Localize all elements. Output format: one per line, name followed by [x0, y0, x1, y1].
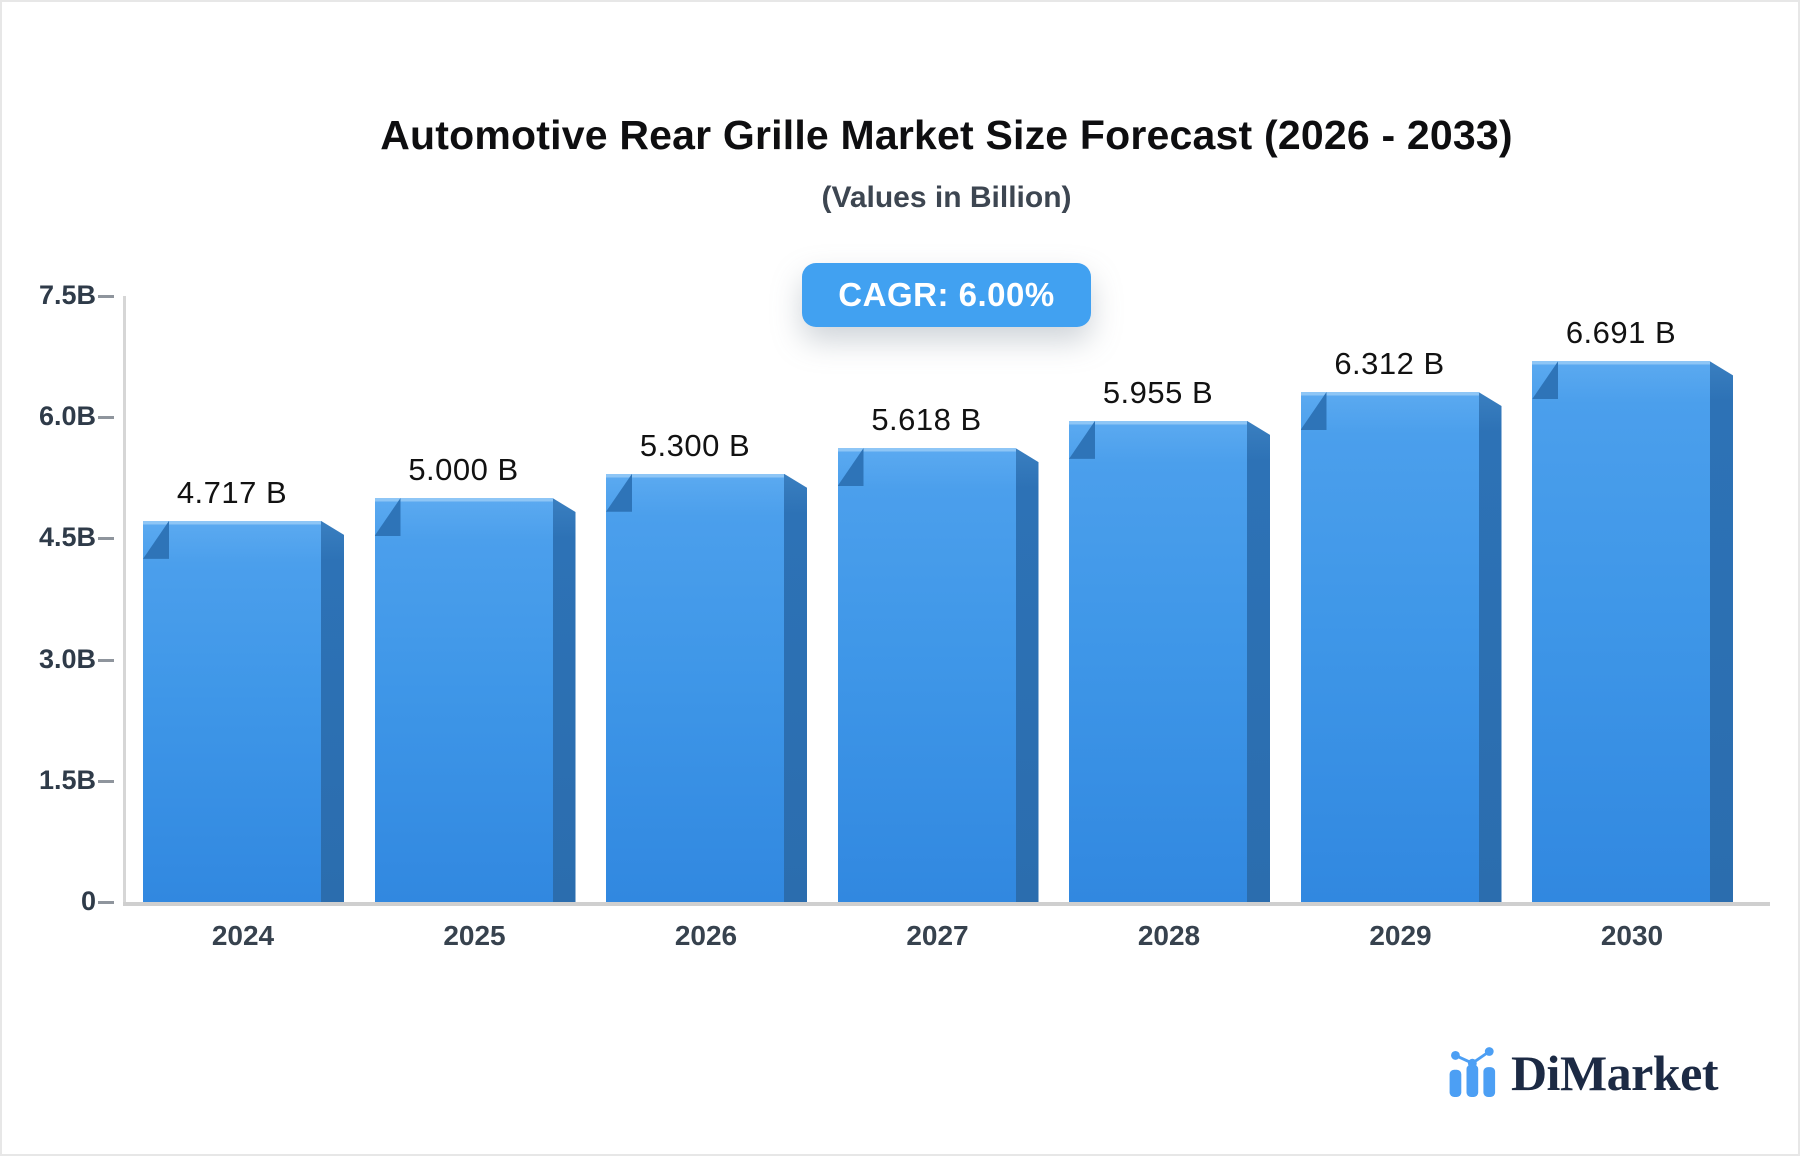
- bar-value-label: 6.691 B: [1565, 315, 1677, 351]
- bar-2024: [143, 520, 344, 902]
- bar-value-label: 5.300 B: [639, 427, 751, 463]
- bar-face: [1069, 420, 1247, 902]
- y-axis-line: [123, 296, 126, 906]
- bar-face: [143, 520, 321, 902]
- bar-2025: [374, 498, 576, 902]
- bar-2026: [606, 473, 807, 902]
- chart-header: Automotive Rear Grille Market Size Forec…: [125, 0, 1768, 215]
- x-axis-line: [123, 902, 1770, 906]
- y-tick-mark: [98, 658, 114, 662]
- bar-2028: [1069, 420, 1270, 902]
- bar-2030: [1532, 361, 1733, 902]
- bar-face: [374, 498, 553, 902]
- bar-side-face: [321, 520, 344, 902]
- bar-2029: [1300, 391, 1502, 902]
- y-tick-mark: [98, 537, 114, 541]
- y-tick-label: 7.5B: [38, 280, 96, 310]
- bar-face: [1300, 391, 1479, 902]
- y-tick-label: 4.5B: [38, 522, 96, 553]
- chart-subtitle: (Values in Billion): [821, 181, 1072, 214]
- bar-value-label: 6.312 B: [1334, 345, 1445, 381]
- bar-2027: [837, 448, 1039, 902]
- x-tick-label: 2025: [443, 920, 506, 951]
- bar-side-face: [784, 473, 807, 902]
- bar-face: [837, 448, 1016, 902]
- bar-value-label: 5.618 B: [871, 402, 982, 438]
- bar-chart-sparkline-icon: [1447, 1045, 1499, 1102]
- y-tick-mark: [98, 779, 114, 783]
- bar-face: [606, 473, 784, 902]
- y-tick-label: 6.0B: [38, 401, 96, 432]
- bar-value-label: 5.000 B: [408, 452, 519, 487]
- y-tick-label: 0: [80, 886, 96, 916]
- x-tick-label: 2030: [1600, 920, 1664, 951]
- cagr-badge: CAGR: 6.00%: [802, 263, 1091, 327]
- bar-side-face: [1710, 361, 1733, 902]
- chart-title: Automotive Rear Grille Market Size Forec…: [380, 112, 1513, 158]
- x-tick-label: 2026: [674, 920, 738, 951]
- bar-value-label: 4.717 B: [176, 474, 288, 510]
- cagr-badge-row: CAGR: 6.00%: [125, 263, 1768, 327]
- x-tick-label: 2027: [906, 920, 969, 951]
- bar-side-face: [1015, 448, 1039, 902]
- y-tick-label: 3.0B: [38, 643, 96, 674]
- y-tick-label: 1.5B: [38, 764, 96, 795]
- brand-logo-text: DiMarket: [1510, 1045, 1719, 1101]
- bar-side-face: [1247, 420, 1270, 902]
- x-tick-label: 2028: [1137, 920, 1201, 951]
- bar-side-face: [552, 498, 576, 902]
- y-tick-mark: [98, 295, 114, 298]
- y-tick-mark: [98, 901, 114, 904]
- brand-logo: DiMarket: [1447, 1044, 1719, 1102]
- x-tick-label: 2029: [1369, 920, 1432, 951]
- bar-value-label: 5.955 B: [1102, 374, 1214, 410]
- bar-side-face: [1478, 391, 1502, 902]
- x-tick-label: 2024: [211, 920, 275, 951]
- bar-face: [1532, 361, 1710, 902]
- y-tick-mark: [98, 416, 114, 420]
